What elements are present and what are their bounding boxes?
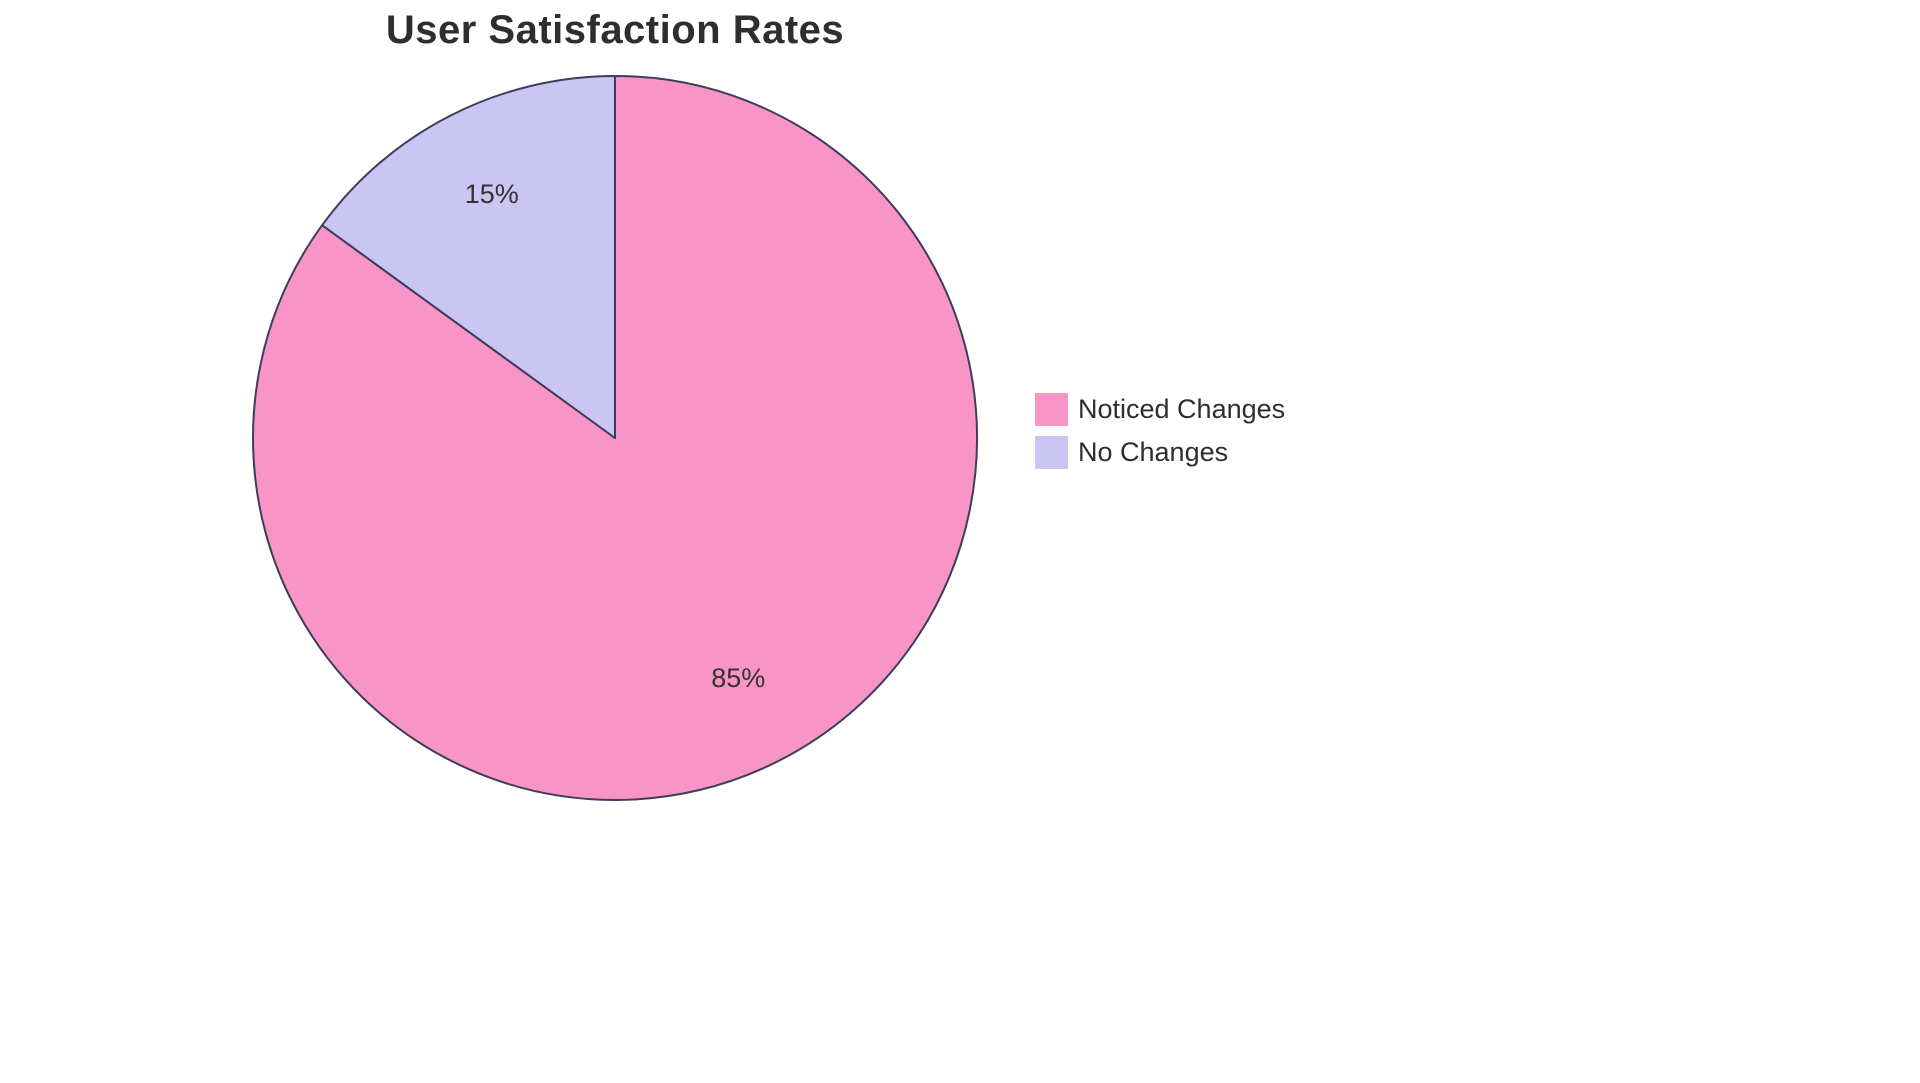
legend-swatch xyxy=(1035,436,1068,469)
legend-label: No Changes xyxy=(1078,437,1229,467)
legend-label: Noticed Changes xyxy=(1078,394,1286,424)
chart-title: User Satisfaction Rates xyxy=(385,8,845,52)
slice-label: 85% xyxy=(711,663,765,693)
legend-item: Noticed Changes xyxy=(1035,393,1285,426)
pie-slice xyxy=(321,75,616,439)
slice-label: 15% xyxy=(465,179,519,209)
legend: Noticed Changes No Changes xyxy=(1035,393,1285,469)
legend-item: No Changes xyxy=(1035,436,1285,469)
legend-swatch xyxy=(1035,393,1068,426)
